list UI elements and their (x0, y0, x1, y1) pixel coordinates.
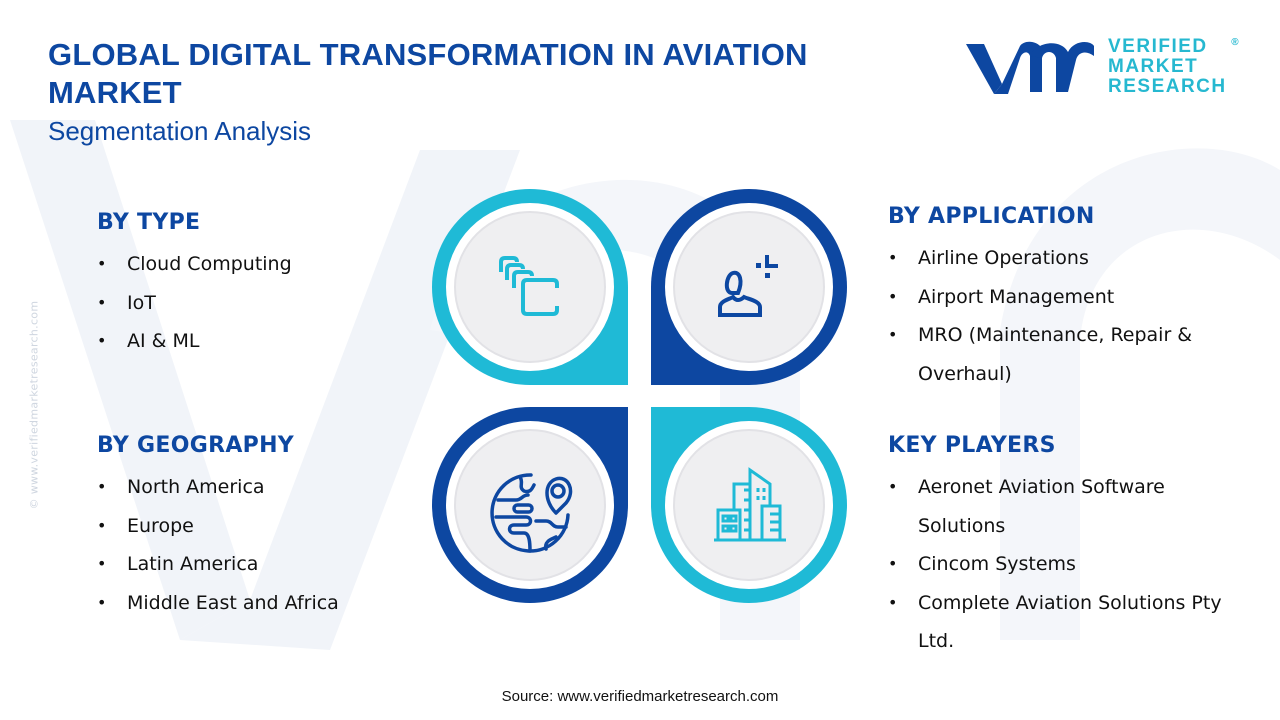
bullet-icon: • (888, 325, 898, 344)
user-operations-icon (718, 255, 778, 317)
page-title: GLOBAL DIGITAL TRANSFORMATION IN AVIATIO… (48, 37, 808, 110)
segment-by-geography: BY GEOGRAPHY • North America • Europe • Lat… (97, 433, 339, 622)
globe-location-pin-icon (490, 473, 573, 553)
vmr-logo: VERIFIED MARKET RESEARCH ® (964, 36, 1239, 98)
segment-by-type: BY TYPE • Cloud Computing • IoT • AI & ML (97, 210, 292, 361)
segment-title: BY APPLICATION (888, 204, 1095, 229)
segment-key-players: KEY PLAYERS • Aeronet Aviation Software S… (888, 433, 1248, 661)
city-buildings-icon (714, 467, 786, 542)
quadrant-by-application (651, 189, 847, 385)
page-subtitle: Segmentation Analysis (48, 116, 312, 146)
list-item: • MRO (Maintenance, Repair & Overhaul) (888, 316, 1248, 393)
vertical-watermark-url: © www.verifiedmarketresearch.com (27, 300, 41, 510)
logo-line-3: RESEARCH (1108, 76, 1227, 97)
list-item: • AI & ML (97, 322, 292, 361)
segment-list: • Airline Operations • Airport Management … (888, 239, 1248, 393)
list-item: • Cloud Computing (97, 245, 292, 284)
segment-title: BY GEOGRAPHY (97, 433, 295, 458)
logo-line-1: VERIFIED (1108, 36, 1208, 57)
quadrant-by-type (432, 189, 628, 385)
list-item: • Airline Operations (888, 239, 1248, 278)
bullet-icon: • (97, 554, 107, 573)
bullet-icon: • (888, 477, 898, 496)
logo-line-2: MARKET (1108, 56, 1199, 77)
segment-list: • North America • Europe • Latin America • M… (97, 468, 339, 622)
list-item: • Aeronet Aviation Software Solutions (888, 468, 1248, 545)
bullet-icon: • (97, 515, 107, 535)
list-item: • Latin America (97, 545, 339, 584)
bullet-icon: • (97, 292, 107, 312)
registered-mark: ® (1231, 37, 1239, 48)
logo-wordmark: VERIFIED MARKET RESEARCH ® (1108, 36, 1239, 97)
list-item: • Cincom Systems (888, 545, 1248, 584)
list-item: • Europe (97, 507, 339, 546)
cloud-computing-stack-icon (499, 256, 559, 316)
vmr-logo-mark-icon (966, 41, 1094, 94)
segment-list: • Aeronet Aviation Software Solutions • Ci… (888, 468, 1248, 661)
bullet-icon: • (97, 592, 107, 612)
list-item: • IoT (97, 284, 292, 323)
segment-title: KEY PLAYERS (888, 433, 1056, 458)
bullet-icon: • (888, 592, 898, 612)
bullet-icon: • (888, 248, 898, 267)
list-item: • Airport Management (888, 278, 1248, 317)
segment-title: BY TYPE (97, 210, 201, 235)
list-item: • Middle East and Africa (97, 584, 339, 623)
bullet-icon: • (97, 254, 107, 273)
segment-list: • Cloud Computing • IoT • AI & ML (97, 245, 292, 361)
list-item: • Complete Aviation Solutions Pty Ltd. (888, 584, 1248, 661)
source-footer: Source: www.verifiedmarketresearch.com (501, 688, 779, 705)
page-header: GLOBAL DIGITAL TRANSFORMATION IN AVIATIO… (48, 36, 908, 148)
bullet-icon: • (97, 331, 107, 350)
bullet-icon: • (888, 286, 898, 306)
bullet-icon: • (97, 477, 107, 496)
list-item: • North America (97, 468, 339, 507)
bullet-icon: • (888, 554, 898, 573)
segment-by-application: BY APPLICATION • Airline Operations • Airp… (888, 204, 1248, 393)
